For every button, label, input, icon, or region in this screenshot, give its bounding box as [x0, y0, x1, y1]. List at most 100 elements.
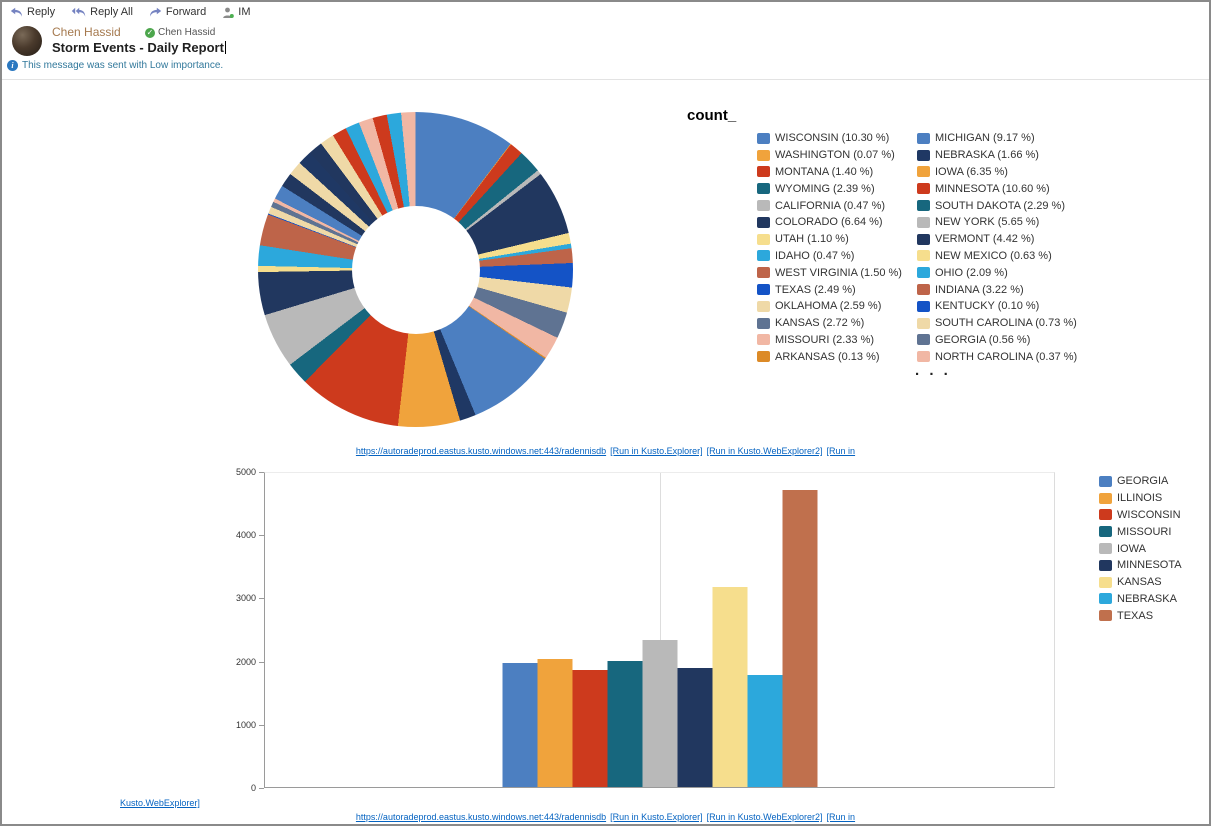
legend-label: NEW YORK (5.65 %) [935, 216, 1040, 229]
bar-kansas [712, 587, 747, 787]
legend-label: OKLAHOMA (2.59 %) [775, 300, 882, 313]
y-axis-label: 2000 [235, 656, 256, 667]
legend-swatch [757, 149, 770, 161]
legend-swatch [1099, 559, 1112, 571]
legend-label: IDAHO (0.47 %) [775, 249, 855, 262]
legend-label: MICHIGAN (9.17 %) [935, 132, 1035, 145]
legend-swatch [757, 267, 770, 279]
bar-georgia [502, 662, 537, 787]
pie-legend-item: VERMONT (4.42 %) [917, 231, 1077, 248]
legend-label: NEBRASKA (1.66 %) [935, 149, 1039, 162]
kusto-wrapped-link[interactable]: Kusto.WebExplorer] [120, 798, 200, 808]
bar-iowa [642, 639, 677, 787]
run-in-kusto-explorer-link[interactable]: [Run in Kusto.Explorer] [610, 812, 703, 822]
im-label: IM [238, 6, 251, 18]
legend-label: KANSAS [1117, 576, 1162, 589]
bar-legend: GEORGIA ILLINOIS WISCONSIN MISSOURI IOWA MINN… [1099, 473, 1182, 624]
y-axis-label: 1000 [235, 719, 256, 730]
legend-swatch [917, 132, 930, 144]
forward-button[interactable]: Forward [149, 6, 206, 18]
bar-legend-item: MISSOURI [1099, 523, 1182, 540]
legend-label: KANSAS (2.72 %) [775, 317, 865, 330]
pie-legend-item: KENTUCKY (0.10 %) [917, 298, 1077, 315]
legend-swatch [1099, 509, 1112, 521]
pie-legend-item: GEORGIA (0.56 %) [917, 332, 1077, 349]
y-axis-tick [259, 661, 264, 663]
y-axis-label: 4000 [235, 530, 256, 541]
y-axis-label: 3000 [235, 593, 256, 604]
legend-label: TEXAS [1117, 609, 1154, 622]
legend-swatch [1099, 593, 1112, 605]
legend-swatch [917, 200, 930, 212]
legend-label: SOUTH CAROLINA (0.73 %) [935, 317, 1077, 330]
legend-label: WASHINGTON (0.07 %) [775, 149, 895, 162]
bar-legend-item: GEORGIA [1099, 473, 1182, 490]
kusto-cluster-link[interactable]: https://autoradeprod.eastus.kusto.window… [355, 812, 607, 822]
reply-all-button[interactable]: Reply All [71, 6, 133, 18]
pie-legend-item: NEW YORK (5.65 %) [917, 214, 1077, 231]
legend-label: TEXAS (2.49 %) [775, 283, 856, 296]
pie-legend-item: SOUTH DAKOTA (2.29 %) [917, 197, 1077, 214]
pie-legend-item: WYOMING (2.39 %) [757, 180, 902, 197]
kusto-link-line-top: https://autoradeprod.eastus.kusto.window… [2, 446, 1209, 456]
donut-chart [258, 112, 573, 427]
legend-swatch [917, 351, 930, 363]
bar-legend-item: TEXAS [1099, 607, 1182, 624]
run-in-link-partial[interactable]: [Run in [826, 812, 856, 822]
pie-legend-item: ARKANSAS (0.13 %) [757, 348, 902, 365]
legend-swatch [757, 317, 770, 329]
importance-note: This message was sent with Low importanc… [22, 60, 224, 71]
subject-line: Storm Events - Daily Report [52, 40, 226, 55]
pie-legend-column-2: MICHIGAN (9.17 %) NEBRASKA (1.66 %) IOWA (… [917, 130, 1077, 365]
pie-legend-item: NEW MEXICO (0.63 %) [917, 248, 1077, 265]
reply-all-label: Reply All [90, 6, 133, 18]
legend-label: SOUTH DAKOTA (2.29 %) [935, 199, 1065, 212]
bar-missouri [607, 660, 642, 787]
pie-legend-item: WASHINGTON (0.07 %) [757, 147, 902, 164]
legend-swatch [757, 200, 770, 212]
bar-legend-item: WISCONSIN [1099, 507, 1182, 524]
kusto-cluster-link[interactable]: https://autoradeprod.eastus.kusto.window… [355, 446, 607, 456]
legend-swatch [917, 334, 930, 346]
run-in-kusto-webexplorer2-link[interactable]: [Run in Kusto.WebExplorer2] [706, 446, 823, 456]
run-in-kusto-webexplorer2-link[interactable]: [Run in Kusto.WebExplorer2] [706, 812, 823, 822]
presence-name: Chen Hassid [158, 27, 216, 38]
legend-label: WEST VIRGINIA (1.50 %) [775, 266, 902, 279]
legend-swatch [757, 351, 770, 363]
y-axis-tick [259, 724, 264, 726]
legend-label: IOWA (6.35 %) [935, 165, 1008, 178]
sender-avatar[interactable] [12, 26, 42, 56]
legend-label: ARKANSAS (0.13 %) [775, 350, 880, 363]
legend-swatch [1099, 543, 1112, 555]
legend-label: ILLINOIS [1117, 492, 1163, 505]
bar-wisconsin [572, 670, 607, 787]
legend-swatch [1099, 475, 1112, 487]
im-button[interactable]: IM [222, 6, 251, 18]
pie-legend-item: IOWA (6.35 %) [917, 164, 1077, 181]
y-axis-label: 0 [250, 783, 256, 793]
command-bar: Reply Reply All Forward IM [10, 6, 251, 18]
bar-plot-area [264, 472, 1055, 788]
legend-label: NEBRASKA [1117, 592, 1177, 605]
sender-name[interactable]: Chen Hassid [52, 25, 121, 39]
bar-texas [782, 489, 817, 787]
legend-label: NEW MEXICO (0.63 %) [935, 249, 1052, 262]
run-in-link-partial[interactable]: [Run in [826, 446, 856, 456]
pie-legend-item: CALIFORNIA (0.47 %) [757, 197, 902, 214]
legend-label: WYOMING (2.39 %) [775, 182, 875, 195]
pie-legend-item: OHIO (2.09 %) [917, 264, 1077, 281]
pie-legend-item: MISSOURI (2.33 %) [757, 332, 902, 349]
legend-label: GEORGIA (0.56 %) [935, 333, 1031, 346]
forward-icon [149, 7, 162, 18]
text-caret [224, 41, 226, 54]
bar-illinois [537, 659, 572, 787]
legend-swatch [917, 317, 930, 329]
legend-swatch [917, 267, 930, 279]
legend-swatch [917, 216, 930, 228]
reply-button[interactable]: Reply [10, 6, 55, 18]
pie-chart-title: count_ [687, 107, 737, 124]
legend-label: WISCONSIN (10.30 %) [775, 132, 890, 145]
legend-swatch [917, 284, 930, 296]
pie-legend-item: MONTANA (1.40 %) [757, 164, 902, 181]
run-in-kusto-explorer-link[interactable]: [Run in Kusto.Explorer] [610, 446, 703, 456]
